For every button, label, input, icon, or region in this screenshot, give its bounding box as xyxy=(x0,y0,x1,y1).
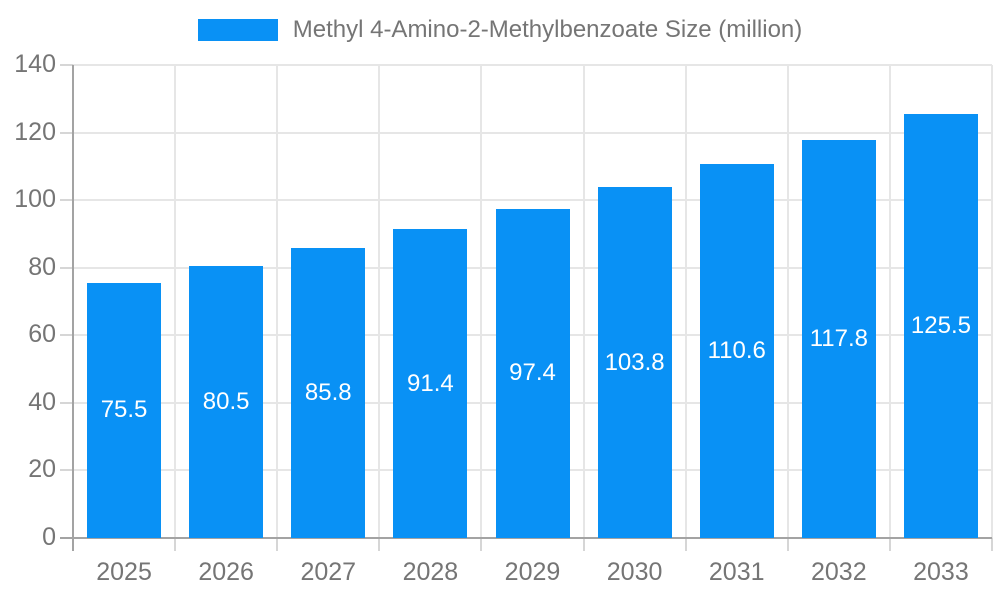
y-axis-tick-label: 20 xyxy=(28,455,56,484)
x-axis-category-label: 2030 xyxy=(606,558,663,586)
y-axis-tick-label: 100 xyxy=(14,185,56,214)
gridline-vertical xyxy=(888,65,891,538)
y-axis-tick-label: 0 xyxy=(42,523,56,551)
x-axis-category-label: 2027 xyxy=(300,558,357,586)
bar: 91.4 xyxy=(393,229,468,538)
bar: 125.5 xyxy=(903,113,978,538)
gridline-horizontal xyxy=(73,131,992,134)
y-axis-tick-label: 120 xyxy=(14,117,56,146)
legend-label: Methyl 4-Amino-2-Methylbenzoate Size (mi… xyxy=(292,16,803,43)
bar: 97.4 xyxy=(495,208,570,538)
bar: 85.8 xyxy=(291,248,366,538)
x-axis-line xyxy=(60,537,992,539)
y-axis-tick xyxy=(60,469,73,472)
bar: 103.8 xyxy=(597,187,672,538)
gridline-vertical xyxy=(378,65,381,538)
gridline-vertical xyxy=(684,65,687,538)
gridline-horizontal xyxy=(73,199,992,202)
legend-swatch xyxy=(197,19,278,41)
y-axis-tick xyxy=(60,64,73,66)
bar-value-label: 75.5 xyxy=(100,396,148,424)
gridline-vertical xyxy=(174,65,177,538)
x-axis-tick xyxy=(582,538,585,551)
x-axis-category-label: 2028 xyxy=(402,558,459,586)
x-axis-tick xyxy=(991,538,993,551)
bar-value-label: 110.6 xyxy=(707,337,766,365)
bar-value-label: 91.4 xyxy=(407,369,454,397)
x-axis-tick xyxy=(174,538,177,551)
x-axis-category-label: 2029 xyxy=(504,558,561,586)
gridline-horizontal xyxy=(73,64,992,66)
gridline-vertical xyxy=(991,65,993,538)
y-axis-tick-label: 40 xyxy=(28,387,56,416)
x-axis-tick xyxy=(378,538,381,551)
bar: 110.6 xyxy=(699,164,774,538)
x-axis-category-label: 2025 xyxy=(96,558,152,586)
bar-value-label: 85.8 xyxy=(304,379,352,407)
bar-value-label: 117.8 xyxy=(809,324,868,352)
gridline-vertical xyxy=(786,65,789,538)
x-axis-tick xyxy=(276,538,279,551)
gridline-vertical xyxy=(276,65,279,538)
bar: 117.8 xyxy=(801,140,876,538)
bar: 75.5 xyxy=(87,282,162,538)
y-axis-tick xyxy=(60,199,73,202)
bar-value-label: 103.8 xyxy=(604,348,665,376)
y-axis-line xyxy=(72,65,74,551)
bar-value-label: 97.4 xyxy=(509,359,556,387)
gridline-vertical xyxy=(480,65,483,538)
gridline-vertical xyxy=(582,65,585,538)
x-axis-tick xyxy=(786,538,789,551)
x-axis-tick xyxy=(684,538,687,551)
y-axis-tick-label: 80 xyxy=(28,252,56,281)
legend-item[interactable]: Methyl 4-Amino-2-Methylbenzoate Size (mi… xyxy=(0,16,1000,44)
x-axis-category-label: 2032 xyxy=(811,558,867,586)
bar: 80.5 xyxy=(189,266,264,538)
y-axis-tick xyxy=(60,266,73,269)
y-axis-tick xyxy=(60,131,73,134)
x-axis-category-label: 2026 xyxy=(198,558,254,586)
bar-value-label: 80.5 xyxy=(202,388,250,415)
y-axis-tick xyxy=(60,401,73,404)
y-axis-tick-label: 60 xyxy=(28,320,56,349)
x-axis-tick xyxy=(480,538,483,551)
y-axis-tick-label: 140 xyxy=(14,50,56,78)
x-axis-category-label: 2033 xyxy=(913,558,969,586)
bar-value-label: 125.5 xyxy=(910,311,971,339)
x-axis-category-label: 2031 xyxy=(708,558,765,586)
x-axis-tick xyxy=(888,538,891,551)
y-axis-tick xyxy=(60,334,73,337)
